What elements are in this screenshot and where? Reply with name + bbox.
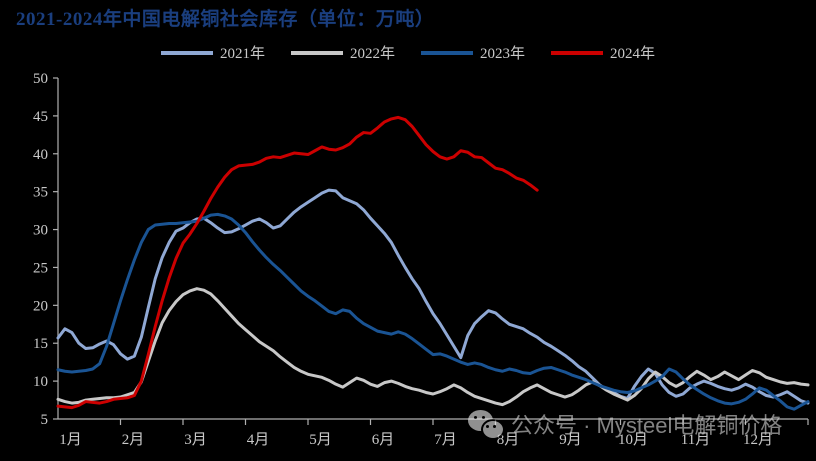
x-tick-label: 7月 bbox=[434, 432, 457, 448]
legend-item-2022年: 2022年 bbox=[290, 42, 395, 63]
x-tick-label: 2月 bbox=[122, 432, 145, 448]
x-tick-label: 5月 bbox=[309, 432, 332, 448]
y-tick-label: 25 bbox=[33, 260, 48, 276]
x-tick-label: 12月 bbox=[743, 432, 773, 448]
y-tick-label: 50 bbox=[33, 71, 48, 87]
legend-label: 2021年 bbox=[219, 46, 265, 62]
series-line-2023年 bbox=[56, 212, 810, 411]
legend-swatch bbox=[290, 50, 343, 55]
series-line-2021年 bbox=[56, 188, 810, 405]
legend-label: 2024年 bbox=[610, 46, 656, 62]
series-line-2022年 bbox=[56, 287, 810, 407]
y-tick-label: 40 bbox=[33, 147, 48, 163]
y-tick-label: 45 bbox=[33, 109, 48, 125]
legend-label: 2022年 bbox=[349, 46, 395, 62]
x-tick-label: 10月 bbox=[618, 432, 648, 448]
x-tick-label: 8月 bbox=[497, 432, 520, 448]
legend-swatch bbox=[160, 50, 213, 55]
x-tick-label: 9月 bbox=[559, 432, 582, 448]
y-tick-label: 15 bbox=[33, 336, 48, 352]
legend-item-2021年: 2021年 bbox=[160, 42, 265, 63]
legend-item-2024年: 2024年 bbox=[551, 42, 655, 63]
legend-swatch bbox=[421, 50, 473, 55]
series-line-2024年 bbox=[56, 115, 539, 410]
x-tick-label: 4月 bbox=[247, 432, 270, 448]
chart-title: 2021-2024年中国电解铜社会库存（单位：万吨） bbox=[16, 9, 435, 30]
y-tick-label: 5 bbox=[41, 412, 49, 428]
y-tick-label: 10 bbox=[33, 374, 48, 390]
legend-swatch bbox=[551, 50, 604, 55]
x-tick-label: 1月 bbox=[59, 432, 82, 448]
y-tick-label: 20 bbox=[33, 298, 48, 314]
y-tick-label: 30 bbox=[33, 223, 48, 239]
legend-item-2023年: 2023年 bbox=[421, 42, 525, 63]
series-lines bbox=[56, 115, 810, 411]
x-tick-label: 11月 bbox=[681, 432, 710, 448]
y-axis: 5 10 15 20 25 30 35 40 45 50 bbox=[33, 71, 59, 428]
y-tick-label: 35 bbox=[33, 185, 48, 201]
x-tick-label: 3月 bbox=[184, 432, 207, 448]
x-axis: 1月 2月 3月 4月 5月 6月 7月 8月 9月 10月 11月 12月 bbox=[58, 418, 809, 448]
x-tick-label: 6月 bbox=[372, 432, 395, 448]
chart-legend: 2021年 2022年 2023年 2024年 bbox=[0, 42, 816, 63]
legend-label: 2023年 bbox=[480, 46, 526, 62]
